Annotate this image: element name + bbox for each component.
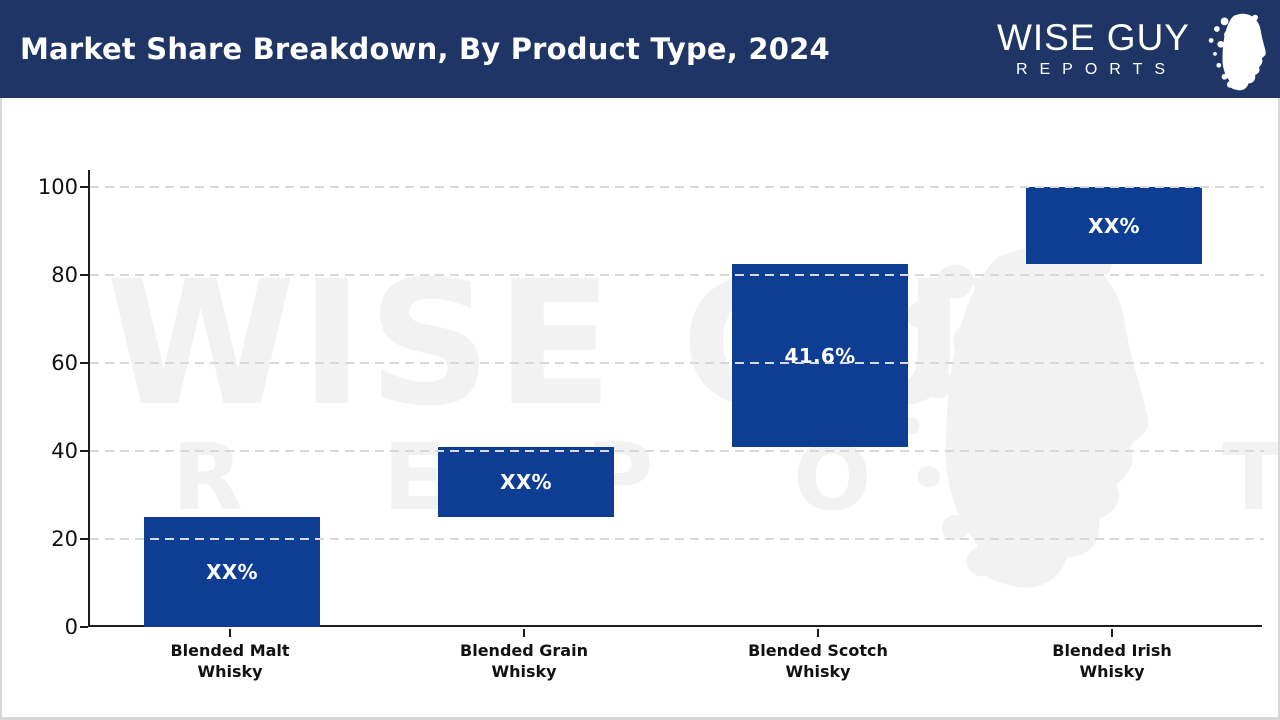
gridline-y100 [90, 186, 1264, 188]
y-axis-tick-mark [80, 186, 88, 188]
gridline-y80 [90, 274, 1264, 276]
y-axis-tick-mark [80, 274, 88, 276]
x-axis-tick-mark [229, 629, 231, 637]
x-axis-category-label: Blended Scotch Whisky [748, 641, 888, 681]
x-axis-tick-mark [523, 629, 525, 637]
y-axis-tick-mark [80, 450, 88, 452]
bar-value-label: XX% [1088, 213, 1140, 238]
bar-blended-grain-whisky: XX% [438, 447, 614, 517]
bar-value-label: XX% [500, 470, 552, 495]
x-axis-category-label: Blended Grain Whisky [460, 641, 588, 681]
watermark-dotted-head-logo [881, 247, 1149, 588]
plot-area: XX% XX% 41.6% XX% [88, 170, 1264, 627]
gridline-y60 [90, 362, 1264, 364]
bar-blended-irish-whisky: XX% [1026, 187, 1202, 265]
y-axis-tick-label: 60 [51, 351, 78, 375]
header-bar: Market Share Breakdown, By Product Type,… [0, 0, 1280, 98]
logo-reports: REPORTS [1015, 61, 1178, 78]
x-axis-tick-mark [1111, 629, 1113, 637]
bar-value-label: 41.6% [784, 343, 856, 368]
logo-wise-guy: WISE GUY [996, 17, 1190, 58]
y-axis-tick-label: 20 [51, 527, 78, 551]
gridline-y20 [90, 538, 1264, 540]
chart-title: Market Share Breakdown, By Product Type,… [20, 32, 830, 66]
x-axis-category-label: Blended Irish Whisky [1052, 641, 1172, 681]
y-axis-tick-mark [80, 538, 88, 540]
bar-value-label: XX% [206, 560, 258, 584]
y-axis-tick-label: 0 [64, 615, 78, 639]
watermark-logo-text: WISE GUY [106, 243, 1099, 444]
logo-dotted-head-icon [1208, 13, 1266, 91]
wise-guy-reports-logo: WISE GUY REPORTS [997, 0, 1280, 98]
y-axis-tick-mark [80, 626, 88, 628]
x-axis-tick-mark [817, 629, 819, 637]
y-axis-tick-label: 80 [51, 263, 78, 287]
y-axis-tick-label: 40 [51, 439, 78, 463]
logo-text: WISE GUY REPORTS [997, 18, 1190, 80]
bar-blended-malt-whisky: XX% [144, 517, 320, 627]
x-axis-category-label: Blended Malt Whisky [170, 641, 290, 681]
y-axis-tick-mark [80, 362, 88, 364]
bar-blended-scotch-whisky: 41.6% [732, 264, 908, 448]
y-axis-tick-label: 100 [37, 175, 78, 199]
gridline-y40 [90, 450, 1264, 452]
